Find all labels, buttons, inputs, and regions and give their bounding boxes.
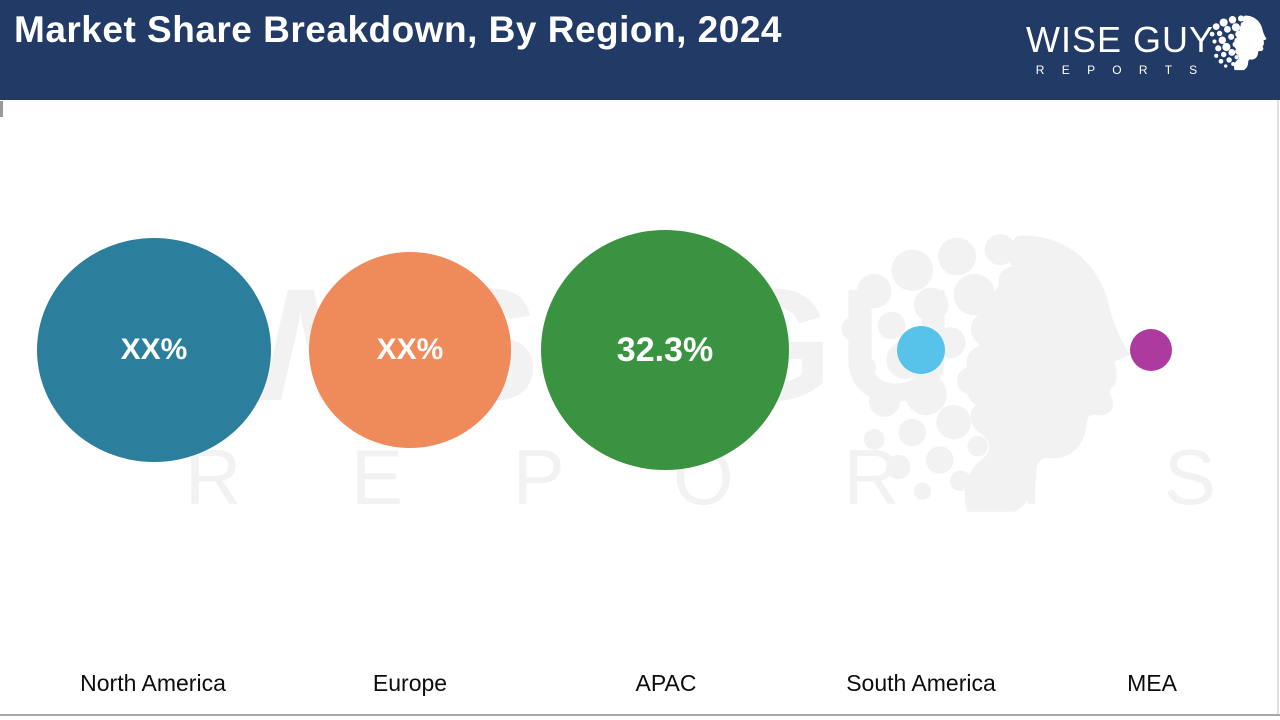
bubble-south-america <box>897 326 945 374</box>
chart-area: WISE GUY R E P O R T S XX% XX% 32.3% Nor… <box>0 100 1280 720</box>
logo-subtitle: R E P O R T S <box>1035 63 1205 77</box>
category-label-europe: Europe <box>372 670 448 696</box>
left-edge-notch <box>0 101 3 117</box>
bubble-value-label: XX% <box>376 333 444 366</box>
bubble-apac: 32.3% <box>541 230 789 470</box>
logo-head-icon <box>1206 8 1274 86</box>
category-label-south-america: South America <box>846 670 996 696</box>
page-title: Market Share Breakdown, By Region, 2024 <box>14 9 782 50</box>
bottom-divider <box>0 714 1280 716</box>
bubble-europe: XX% <box>309 252 511 448</box>
bubble-value-label: 32.3% <box>616 330 714 369</box>
right-edge-divider <box>1277 100 1279 714</box>
bubble-mea <box>1130 329 1172 371</box>
category-label-mea: MEA <box>1127 670 1177 696</box>
category-label-apac: APAC <box>635 670 697 696</box>
header-bar: Market Share Breakdown, By Region, 2024 … <box>0 0 1280 100</box>
bubble-north-america: XX% <box>37 238 271 462</box>
logo-wordmark: WISE GUY <box>1025 19 1214 60</box>
category-label-north-america: North America <box>80 670 226 696</box>
watermark-head-icon <box>820 222 1170 567</box>
bubble-value-label: XX% <box>120 333 188 366</box>
logo-text: WISE GUY R E P O R T S <box>1025 19 1214 78</box>
wise-guy-logo: WISE GUY R E P O R T S <box>1026 8 1274 86</box>
